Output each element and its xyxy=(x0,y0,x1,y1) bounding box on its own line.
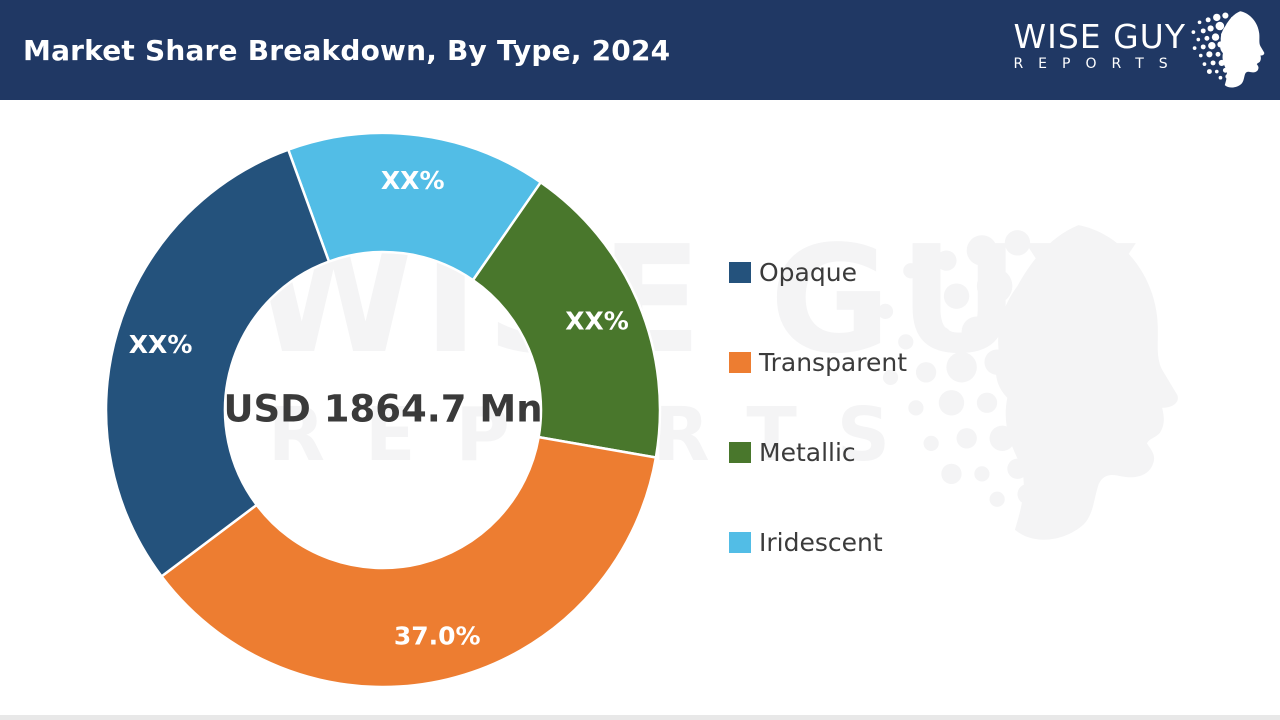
slice-label-opaque: XX% xyxy=(129,330,193,359)
legend-swatch-metallic xyxy=(729,441,751,463)
legend-item-opaque[interactable]: Opaque xyxy=(729,252,857,292)
legend-swatch-opaque xyxy=(729,261,751,283)
slice-label-transparent: 37.0% xyxy=(394,622,481,651)
watermark-head-icon xyxy=(877,225,1178,540)
legend-item-transparent[interactable]: Transparent xyxy=(729,342,907,382)
header-bar: Market Share Breakdown, By Type, 2024 WI… xyxy=(0,0,1280,100)
legend-label-opaque: Opaque xyxy=(759,257,857,287)
donut-chart: XX% XX% 37.0% XX% xyxy=(104,131,662,689)
logo-text: WISE GUY REPORTS xyxy=(1013,20,1186,72)
legend-item-metallic[interactable]: Metallic xyxy=(729,432,856,472)
logo-wordmark: WISE GUY xyxy=(1013,17,1186,56)
slice-label-metallic: XX% xyxy=(565,306,629,335)
donut-segment-iridescent[interactable] xyxy=(287,131,543,282)
donut-segment-transparent[interactable] xyxy=(160,435,658,689)
legend-swatch-transparent xyxy=(729,351,751,373)
donut-segment-opaque[interactable] xyxy=(104,148,331,578)
chart-center-value: USD 1864.7 Mn xyxy=(223,387,543,431)
legend-label-iridescent: Iridescent xyxy=(759,527,883,557)
bottom-strip xyxy=(0,715,1280,720)
legend-label-metallic: Metallic xyxy=(759,437,856,467)
legend-swatch-iridescent xyxy=(729,531,751,553)
page-title: Market Share Breakdown, By Type, 2024 xyxy=(23,33,671,67)
logo-head-icon xyxy=(1191,11,1265,88)
slice-label-iridescent: XX% xyxy=(381,166,445,195)
legend-item-iridescent[interactable]: Iridescent xyxy=(729,522,883,562)
legend-label-transparent: Transparent xyxy=(759,347,908,377)
donut-segment-metallic[interactable] xyxy=(471,181,662,459)
logo-subtitle: REPORTS xyxy=(1013,56,1183,72)
wise-guy-reports-logo: WISE GUY REPORTS xyxy=(1013,0,1266,100)
